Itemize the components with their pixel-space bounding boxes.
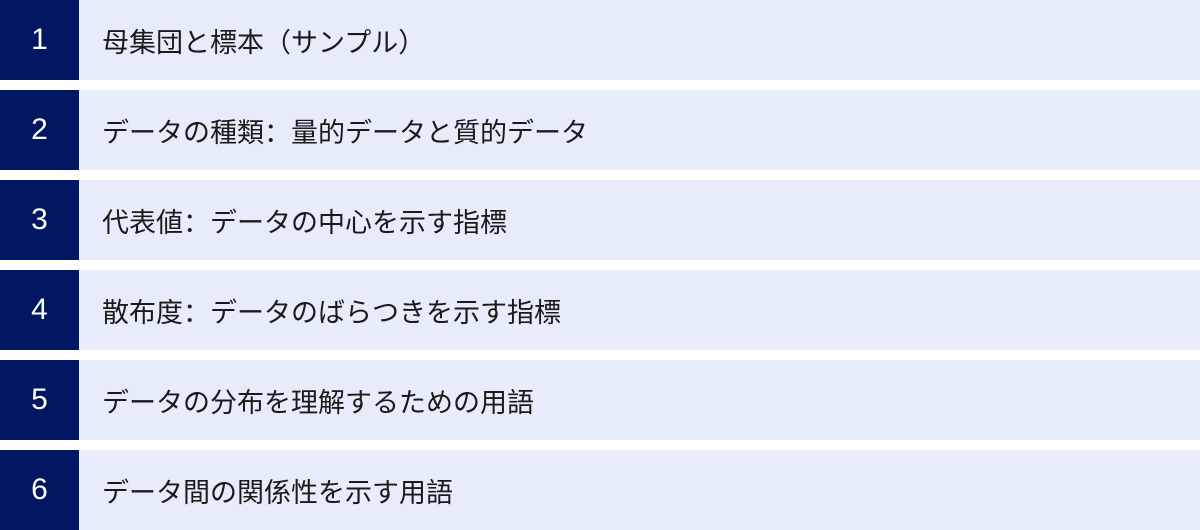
item-label: データの分布を理解するための用語: [79, 360, 1200, 440]
list-item: 6 データ間の関係性を示す用語: [0, 450, 1200, 530]
item-label: 代表値：データの中心を示す指標: [79, 180, 1200, 260]
item-label: 散布度：データのばらつきを示す指標: [79, 270, 1200, 350]
item-number: 6: [0, 450, 79, 530]
item-number: 1: [0, 0, 79, 80]
item-number: 5: [0, 360, 79, 440]
item-number: 3: [0, 180, 79, 260]
item-number: 2: [0, 90, 79, 170]
list-item: 1 母集団と標本（サンプル）: [0, 0, 1200, 80]
list-item: 4 散布度：データのばらつきを示す指標: [0, 270, 1200, 350]
item-number: 4: [0, 270, 79, 350]
item-label: 母集団と標本（サンプル）: [79, 0, 1200, 80]
list-item: 2 データの種類：量的データと質的データ: [0, 90, 1200, 170]
list-item: 5 データの分布を理解するための用語: [0, 360, 1200, 440]
item-label: データ間の関係性を示す用語: [79, 450, 1200, 530]
list-item: 3 代表値：データの中心を示す指標: [0, 180, 1200, 260]
item-label: データの種類：量的データと質的データ: [79, 90, 1200, 170]
